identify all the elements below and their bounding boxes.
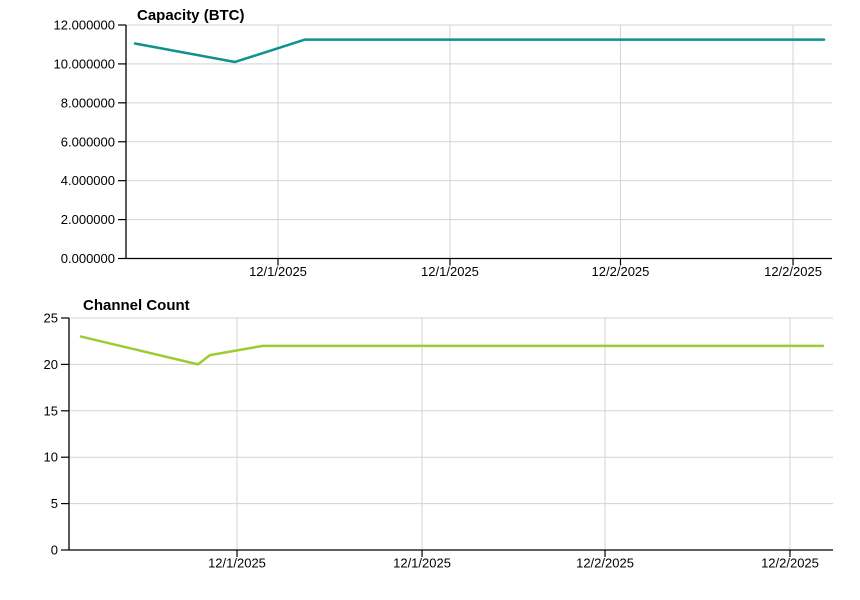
y-tick-label: 6.000000 [61,134,115,149]
y-tick-label: 10 [44,450,58,465]
channel-count-chart-title: Channel Count [83,297,190,314]
x-tick-label: 12/1/2025 [249,264,307,279]
y-tick-label: 20 [44,357,58,372]
y-tick-label: 2.000000 [61,212,115,227]
x-tick-label: 12/1/2025 [393,556,451,571]
channel-count-line [79,335,825,366]
channel-count-chart: 12/1/2025 12/1/2025 12/2/2025 12/2/2025 0 5 10… [44,311,833,571]
x-tick-label: 12/1/2025 [208,556,266,571]
capacity-line [133,38,826,64]
y-tick-label: 10.000000 [54,56,115,71]
x-tick-label: 12/2/2025 [761,556,819,571]
y-tick-label: 5 [51,496,58,511]
y-tick-label: 8.000000 [61,95,115,110]
y-tick-label: 12.000000 [54,18,115,33]
x-tick-label: 12/1/2025 [421,264,479,279]
capacity-chart-title: Capacity (BTC) [137,7,245,24]
y-tick-label: 25 [44,311,58,326]
y-tick-label: 0.000000 [61,251,115,266]
capacity-chart: 12/1/2025 12/1/2025 12/2/2025 12/2/2025 0.00… [54,18,832,279]
x-tick-label: 12/2/2025 [592,264,650,279]
y-tick-label: 0 [51,543,58,558]
x-tick-label: 12/2/2025 [764,264,822,279]
x-tick-label: 12/2/2025 [576,556,634,571]
y-tick-label: 15 [44,403,58,418]
y-tick-label: 4.000000 [61,173,115,188]
